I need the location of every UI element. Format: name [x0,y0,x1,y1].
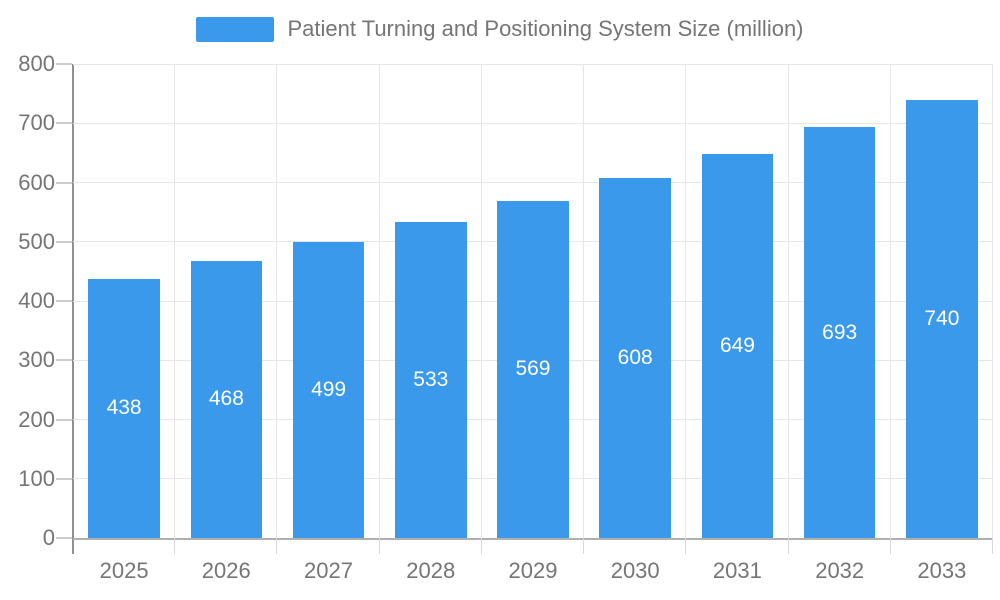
y-axis-tick [56,240,72,243]
y-axis-tick-label: 400 [18,288,55,313]
bar-value-label: 608 [617,345,653,369]
gridline-vertical [685,64,687,538]
x-axis-tick-label: 2027 [304,558,353,583]
bar[interactable]: 533 [395,222,467,538]
y-axis-tick-label: 100 [18,465,55,491]
bar-value-label: 438 [106,396,142,420]
y-axis-tick-label: 800 [18,51,55,76]
y-axis-tick [56,300,72,302]
legend-label[interactable]: Patient Turning and Positioning System S… [287,16,804,41]
bar-value-label: 468 [208,387,244,411]
x-axis-tick-label: 2032 [815,558,865,583]
y-axis-tick-label: 600 [18,169,55,195]
bar[interactable]: 499 [292,242,365,538]
bar[interactable]: 569 [497,200,569,538]
gridline-vertical [787,64,789,538]
x-axis-tick [378,538,380,554]
y-axis-tick [56,418,72,421]
y-axis-tick [56,181,72,184]
y-axis-tick [56,122,72,125]
bar-value-label: 740 [924,306,960,330]
bar[interactable]: 649 [701,153,774,538]
x-axis-tick-label: 2026 [201,558,251,583]
gridline-vertical [992,64,993,538]
x-axis-tick-label: 2025 [99,558,149,583]
legend-swatch[interactable] [196,16,275,42]
gridline-horizontal [73,182,993,183]
x-axis-tick [685,538,687,554]
bar[interactable]: 468 [190,260,263,538]
x-axis-tick-label: 2030 [610,558,660,583]
y-axis-tick [56,359,72,362]
legend[interactable]: Patient Turning and Positioning System S… [0,16,1000,42]
bar[interactable]: 740 [906,99,978,538]
y-axis-tick-label: 300 [18,347,55,373]
gridline-vertical [583,64,585,538]
gridline-horizontal [73,63,993,65]
x-axis-line [73,538,993,540]
x-axis-tick [787,538,789,554]
bar-value-label: 499 [311,378,347,402]
x-axis-tick-label: 2031 [712,558,762,583]
x-axis-tick-label: 2028 [406,558,456,583]
gridline-vertical [174,64,176,538]
bar[interactable]: 438 [88,278,160,538]
gridline-vertical [378,64,380,538]
gridline-vertical [889,64,891,538]
plot-area: 0 100 200 300 400 500 600 700 800 438 2025 468 2026 4… [18,51,993,583]
x-axis-tick [276,538,278,554]
bar-value-label: 569 [515,357,551,381]
gridline-vertical [480,64,482,538]
y-axis-tick-label: 700 [18,110,55,136]
y-axis-tick [56,477,72,480]
y-axis-tick-label: 0 [42,525,55,550]
y-axis-tick-label: 500 [18,228,55,254]
gridline-horizontal [73,122,993,124]
y-axis-tick [56,537,72,539]
x-axis-tick [174,538,176,554]
x-axis-tick [889,538,891,554]
x-axis-tick [992,538,993,554]
bar[interactable]: 608 [599,177,671,538]
bar-value-label: 649 [719,333,755,357]
x-axis-tick-label: 2029 [508,558,558,583]
x-axis-tick-label: 2033 [917,558,967,583]
x-axis-tick [480,538,482,554]
gridline-vertical [276,64,278,538]
bar[interactable]: 693 [803,127,876,538]
bar-value-label: 693 [822,320,858,344]
y-axis-tick-label: 200 [18,406,55,432]
bar-value-label: 533 [413,368,449,392]
y-axis-tick [56,63,72,65]
x-axis-tick [583,538,585,554]
y-axis-line [72,64,74,554]
